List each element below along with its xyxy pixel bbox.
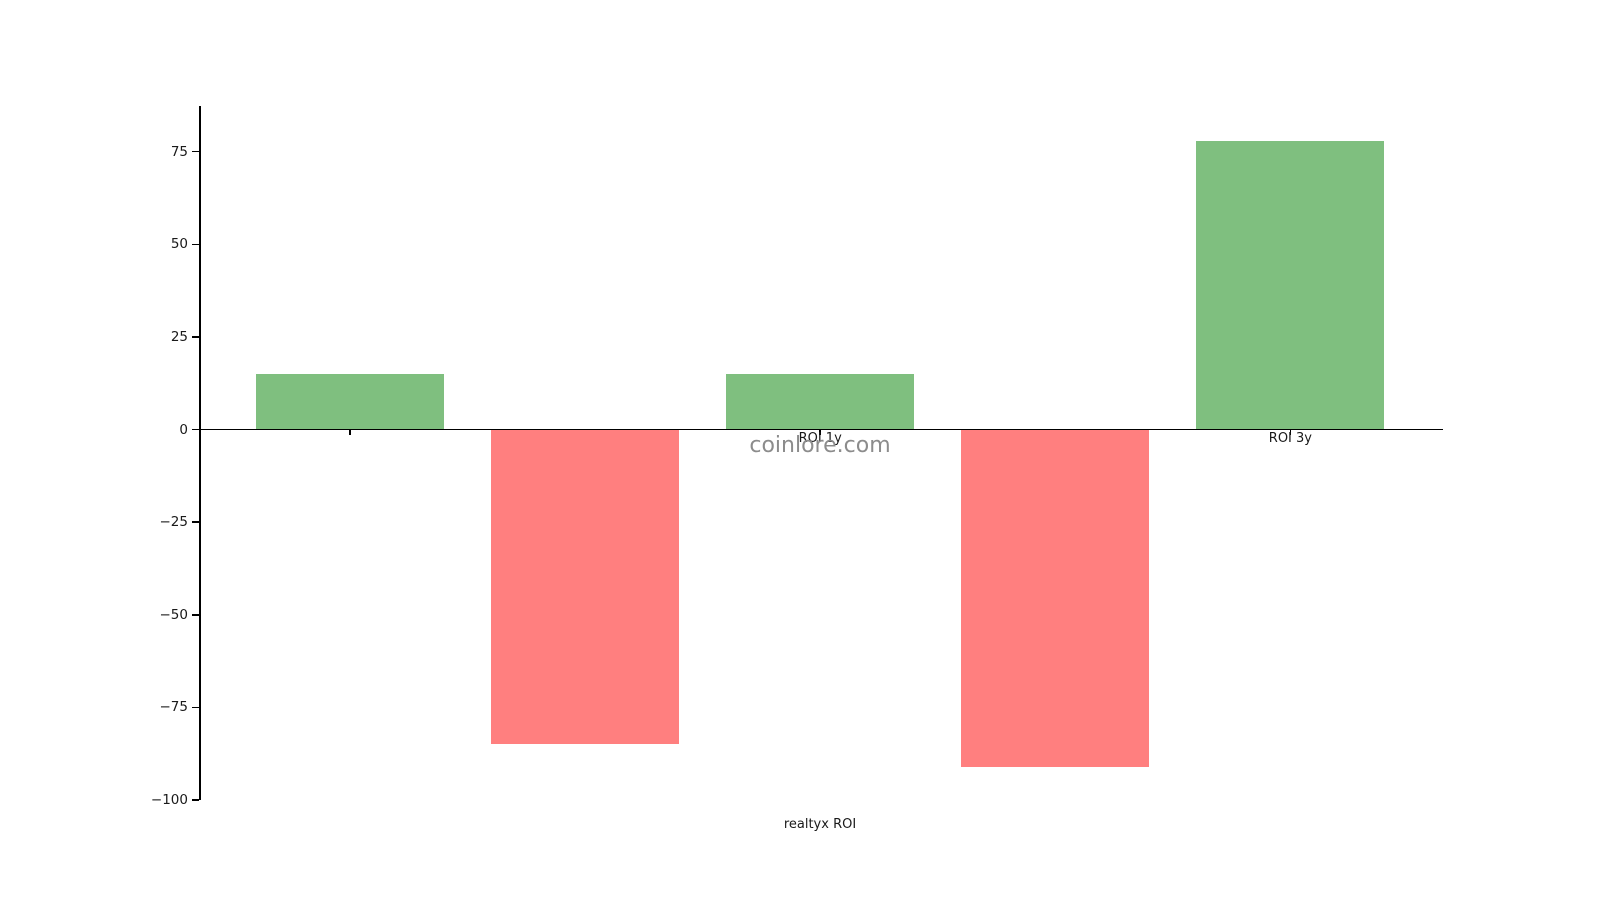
y-tick: [192, 243, 199, 245]
y-tick-label: −75: [159, 699, 189, 716]
x-tick: [349, 429, 351, 435]
x-tick-label: ROI 1y: [798, 431, 842, 446]
y-tick: [192, 799, 199, 801]
x-axis-line: [199, 428, 1443, 431]
y-tick: [192, 336, 199, 338]
bar: [1196, 140, 1385, 430]
y-axis-spine: [199, 106, 201, 800]
y-tick: [192, 614, 199, 616]
bar: [726, 373, 915, 430]
y-tick-label: −50: [159, 606, 189, 623]
y-tick-label: 50: [170, 236, 188, 253]
y-tick-label: −25: [159, 514, 189, 531]
y-tick: [192, 150, 199, 153]
y-tick-label: 0: [179, 421, 188, 438]
bar: [256, 373, 444, 430]
y-tick-label: 25: [170, 328, 188, 345]
x-tick-label: ROI 3y: [1268, 431, 1312, 446]
bar: [961, 429, 1150, 767]
y-tick: [192, 706, 199, 709]
y-tick: [192, 428, 199, 431]
y-tick: [192, 521, 199, 523]
x-tick: [1289, 429, 1292, 435]
bar: [491, 429, 680, 745]
y-tick-label: 75: [170, 143, 188, 160]
y-tick-label: −100: [150, 792, 188, 808]
watermark: coinlore.com: [749, 433, 891, 458]
x-tick: [819, 429, 821, 435]
x-axis-title: realtyx ROI: [783, 817, 857, 832]
